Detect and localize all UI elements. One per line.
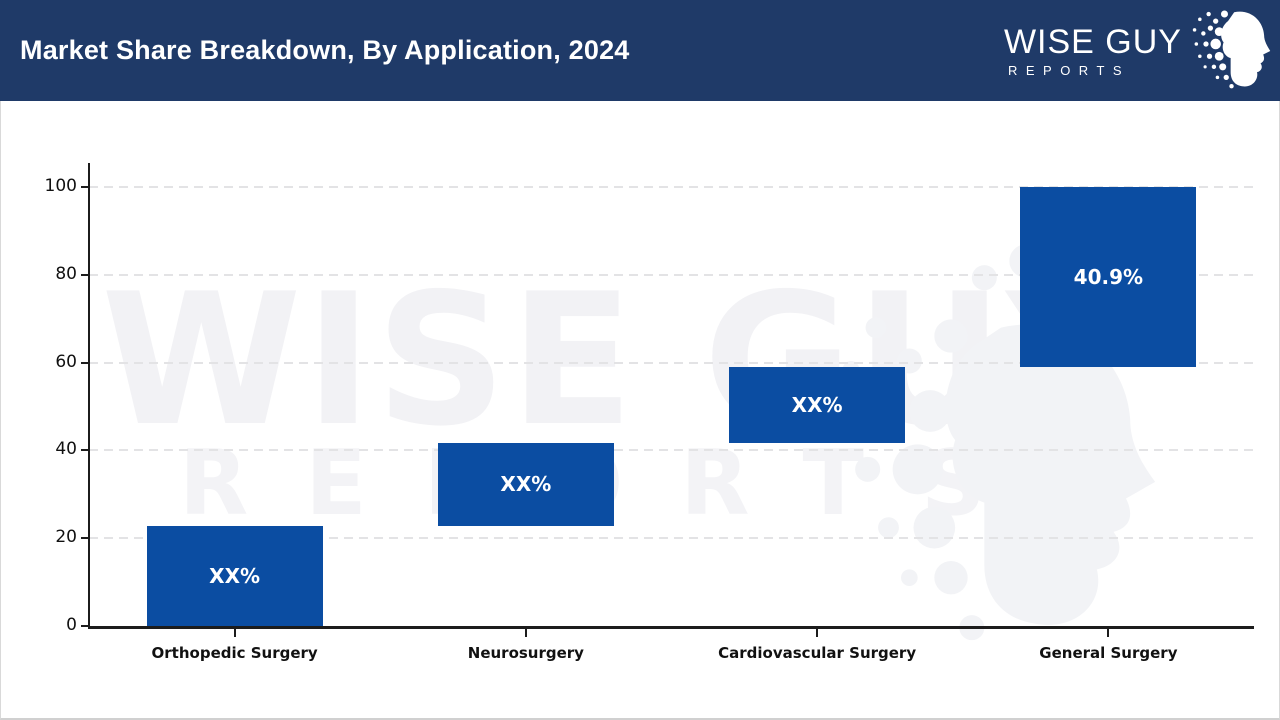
x-tick-label-3: General Surgery (1039, 644, 1178, 662)
bar-value-label: 40.9% (1073, 264, 1144, 289)
x-tick-1 (524, 629, 527, 637)
logo-head-icon (1192, 10, 1271, 88)
logo-wordmark: WISE GUY (1003, 22, 1182, 61)
x-tick-label-0: Orthopedic Surgery (151, 644, 318, 662)
gridline-40 (89, 449, 1254, 452)
y-tick-60 (81, 361, 89, 364)
logo-text: WISE GUY REPORTS (1004, 25, 1182, 77)
bar-neurosurgery: XX% (437, 442, 614, 526)
x-tick-label-2: Cardiovascular Surgery (718, 644, 917, 662)
x-tick-2 (816, 629, 819, 637)
y-tick-label-100: 100 (44, 176, 77, 196)
gridline-20 (89, 537, 1254, 540)
y-tick-label-40: 40 (55, 439, 77, 460)
bar-orthopedic-surgery: XX% (146, 525, 323, 626)
x-axis-spine (89, 626, 1254, 629)
watermark-head-icon (834, 244, 1156, 641)
x-tick-label-1: Neurosurgery (467, 644, 584, 662)
y-tick-label-20: 20 (55, 527, 77, 548)
y-tick-label-0: 0 (66, 615, 77, 635)
y-tick-80 (81, 273, 89, 276)
logo-subtitle: REPORTS (1007, 62, 1131, 78)
gridline-60 (89, 361, 1254, 364)
y-tick-40 (81, 449, 89, 452)
y-tick-label-60: 60 (55, 351, 77, 372)
y-tick-100 (81, 186, 89, 188)
page-title: Market Share Breakdown, By Application, … (20, 35, 630, 65)
wise-guy-logo: WISE GUY REPORTS (1004, 0, 1272, 101)
chart-area: WISE GUY REPORTS 020406080100XX%Orthoped… (0, 101, 1280, 720)
y-tick-20 (81, 537, 89, 540)
y-tick-label-80: 80 (55, 263, 77, 284)
gridline-80 (89, 273, 1254, 276)
gridline-100 (89, 186, 1254, 188)
x-tick-3 (1107, 629, 1110, 637)
x-tick-0 (233, 629, 236, 637)
bar-general-surgery: 40.9% (1020, 187, 1197, 367)
bar-cardiovascular-surgery: XX% (729, 366, 906, 443)
bar-value-label: XX% (209, 563, 261, 588)
y-axis-spine (88, 163, 90, 629)
bar-value-label: XX% (500, 472, 552, 497)
y-tick-0 (81, 625, 89, 627)
bar-value-label: XX% (791, 392, 843, 417)
header-bar: Market Share Breakdown, By Application, … (0, 0, 1280, 101)
